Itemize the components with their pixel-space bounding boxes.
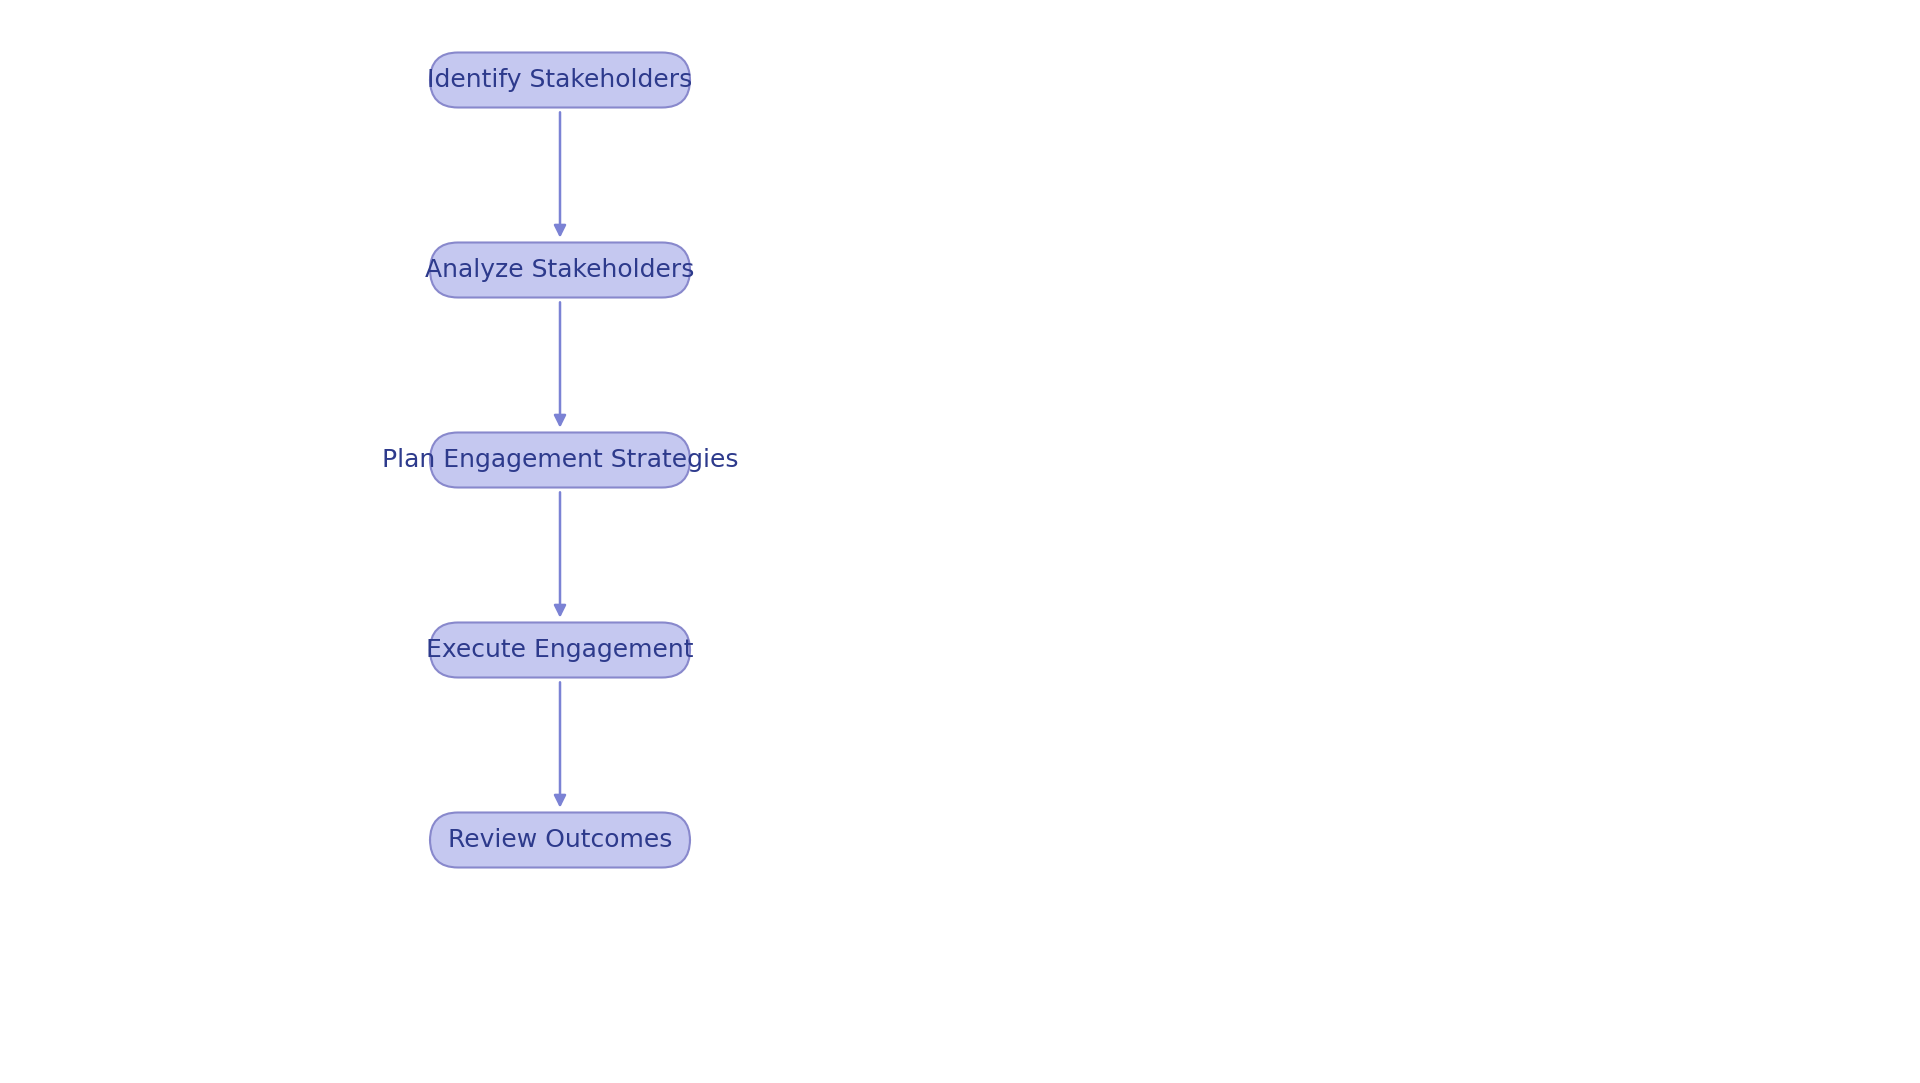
FancyBboxPatch shape (430, 812, 689, 867)
Text: Plan Engagement Strategies: Plan Engagement Strategies (382, 448, 739, 472)
FancyBboxPatch shape (430, 432, 689, 487)
FancyBboxPatch shape (430, 52, 689, 107)
Text: Execute Engagement: Execute Engagement (426, 638, 693, 662)
FancyBboxPatch shape (430, 243, 689, 298)
Text: Analyze Stakeholders: Analyze Stakeholders (426, 258, 695, 282)
FancyBboxPatch shape (430, 623, 689, 678)
Text: Review Outcomes: Review Outcomes (447, 828, 672, 852)
Text: Identify Stakeholders: Identify Stakeholders (428, 68, 693, 92)
